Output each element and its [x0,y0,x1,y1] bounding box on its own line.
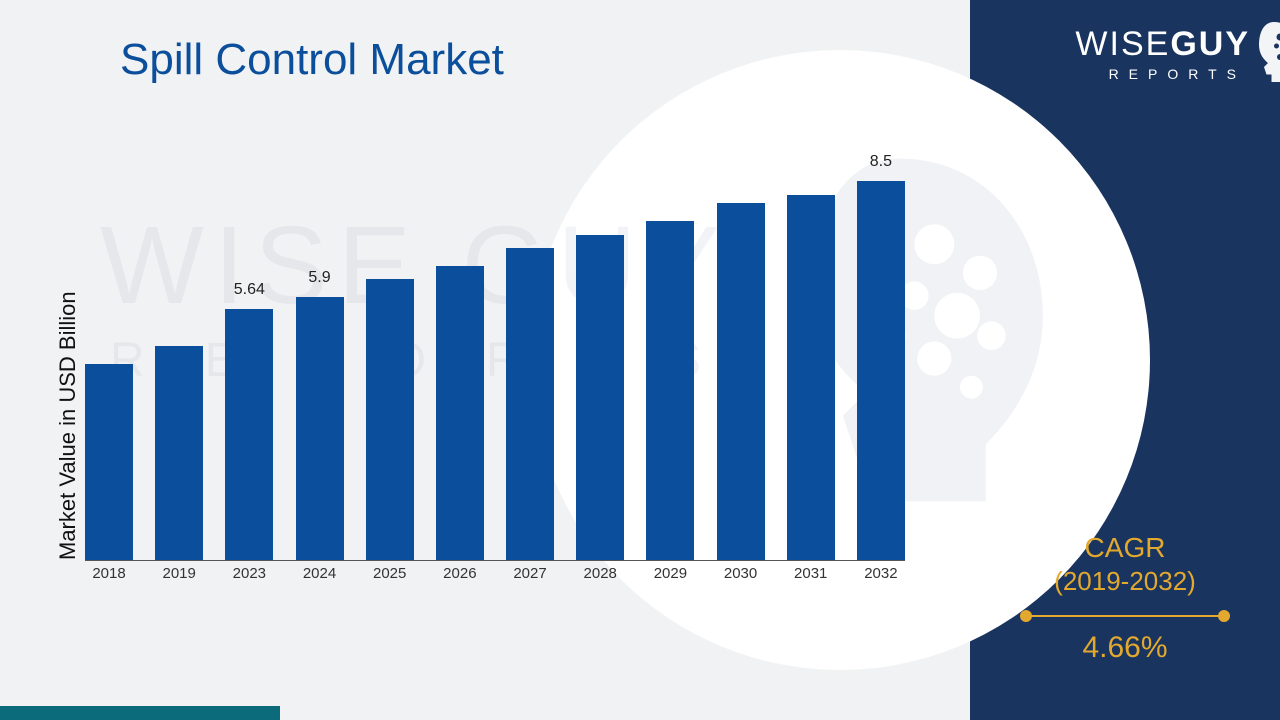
cagr-block: CAGR (2019-2032) 4.66% [1020,532,1230,665]
bar-value-label: 5.9 [308,269,330,289]
cagr-range: (2019-2032) [1020,566,1230,597]
x-axis-label: 2026 [436,565,484,582]
bar-wrap: 5.9 [296,269,344,560]
bar [787,195,835,560]
bars-container: 5.64 5.9 8.5 [85,150,905,560]
bar-wrap [646,193,694,560]
x-axis-label: 2029 [646,565,694,582]
bar [646,221,694,560]
bar [225,309,273,560]
bar [296,297,344,560]
x-axis-label: 2027 [506,565,554,582]
x-axis-label: 2030 [717,565,765,582]
x-axis-label: 2024 [296,565,344,582]
cagr-title: CAGR [1020,532,1230,564]
bar-value-label: 8.5 [870,153,892,173]
logo-word-wise: WISE [1075,25,1170,63]
bar-wrap [717,175,765,560]
bar [857,181,905,560]
bar-wrap [155,318,203,560]
cagr-value: 4.66% [1020,631,1230,665]
bar [155,346,203,560]
bar-wrap [576,207,624,560]
footer-accent-bar [0,706,280,720]
y-axis-label: Market Value in USD Billion [55,291,81,560]
bar-value-label: 5.64 [234,281,265,301]
bar [436,266,484,560]
logo-head-icon [1244,17,1280,87]
bar-wrap: 5.64 [225,281,273,560]
logo-text: WISEGUY [1075,25,1250,64]
x-axis-label: 2031 [787,565,835,582]
bar [506,248,554,560]
bar-wrap [506,220,554,560]
x-axis-label: 2032 [857,565,905,582]
logo-subtext: REPORTS [1075,66,1250,82]
bar-wrap [436,238,484,560]
bar-wrap: 8.5 [857,153,905,560]
bar [576,235,624,560]
x-axis-label: 2019 [155,565,203,582]
stage: WISEGUY REPORTS Spill Control Market WIS… [0,0,1280,720]
chart-title: Spill Control Market [120,35,504,85]
x-axis-label: 2018 [85,565,133,582]
bar-wrap [85,336,133,560]
x-axis-line [85,560,905,561]
bar [717,203,765,560]
bar [366,279,414,560]
x-axis-labels: 2018 2019 2023 2024 2025 2026 2027 2028 2029 2030… [85,565,905,582]
logo-word-guy: GUY [1170,25,1250,63]
bar-chart: 5.64 5.9 8.5 [85,150,905,560]
bar-wrap [366,251,414,560]
bar-wrap [787,167,835,560]
cagr-divider [1026,615,1224,617]
brand-logo: WISEGUY REPORTS [1075,25,1250,84]
x-axis-label: 2028 [576,565,624,582]
x-axis-label: 2025 [366,565,414,582]
x-axis-label: 2023 [225,565,273,582]
bar [85,364,133,560]
